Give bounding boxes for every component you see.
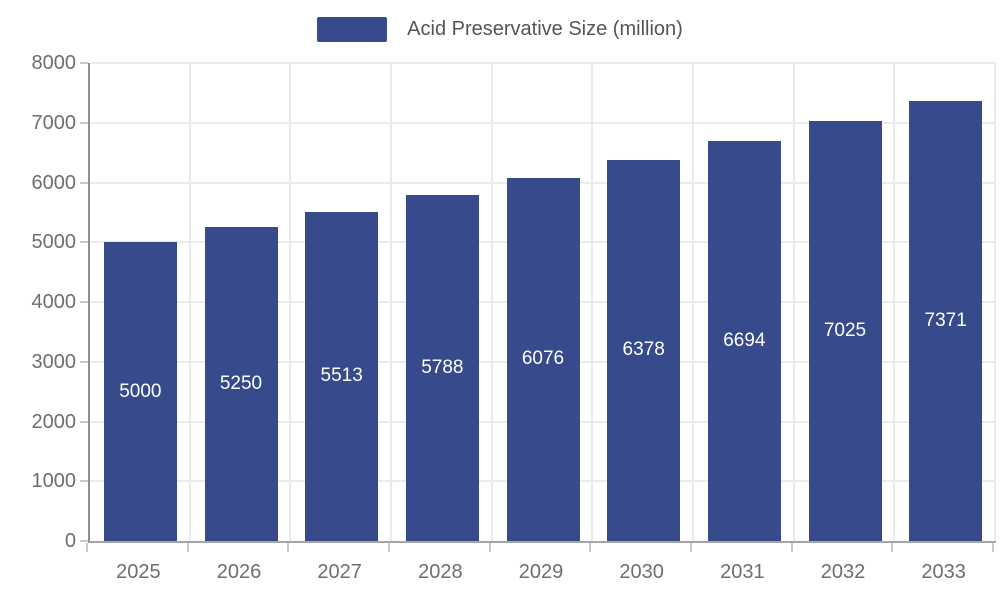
y-tick-label: 5000	[31, 231, 77, 254]
gridline-horizontal	[90, 121, 996, 124]
x-tick-mark	[790, 543, 793, 552]
bar-value-label: 5250	[219, 373, 263, 395]
x-tick-mark	[287, 543, 290, 552]
bar-2027: 5513	[305, 211, 379, 541]
bar-2025: 5000	[103, 242, 177, 541]
x-tick-label: 2030	[619, 561, 664, 583]
gridline-vertical	[490, 63, 493, 541]
bar-2028: 5788	[405, 195, 479, 541]
x-tick-label: 2031	[720, 561, 765, 583]
x-tick-mark	[690, 543, 692, 552]
x-tick-label: 2025	[116, 561, 161, 583]
bar-2030: 6378	[607, 159, 681, 541]
gridline-vertical	[591, 63, 594, 541]
bar-2031: 6694	[707, 141, 781, 541]
y-tick-label: 2000	[31, 410, 77, 433]
x-tick-mark	[891, 543, 894, 552]
y-tick-label: 7000	[31, 111, 77, 134]
x-tick-label: 2027	[317, 561, 362, 583]
bar-2032: 7025	[808, 121, 882, 541]
bar-value-label: 6076	[521, 348, 565, 370]
bar-value-label: 7371	[924, 309, 967, 331]
y-tick-label: 0	[64, 530, 76, 552]
legend-swatch	[317, 17, 388, 42]
bar-value-label: 5788	[421, 357, 464, 379]
bar-value-label: 6694	[723, 330, 766, 352]
gridline-horizontal	[90, 62, 996, 64]
y-tick-mark	[80, 360, 88, 363]
bar-2029: 6076	[506, 177, 580, 541]
y-tick-mark	[80, 420, 88, 423]
chart-legend: Acid Preservative Size (million)	[0, 17, 1000, 42]
gridline-vertical	[692, 63, 694, 541]
gridline-vertical	[390, 63, 392, 541]
legend-label: Acid Preservative Size (million)	[407, 18, 683, 40]
x-tick-mark	[992, 543, 994, 552]
bar-value-label: 6378	[622, 339, 665, 361]
bar-value-label: 5513	[320, 365, 363, 387]
x-tick-label: 2032	[820, 561, 866, 583]
bar-value-label: 5000	[119, 380, 162, 402]
gridline-vertical	[188, 63, 191, 541]
gridline-vertical	[289, 63, 292, 541]
y-tick-mark	[80, 181, 88, 184]
gridline-vertical	[994, 63, 996, 541]
x-tick-mark	[186, 543, 189, 552]
y-tick-label: 4000	[31, 291, 77, 313]
gridline-vertical	[893, 63, 896, 541]
y-tick-label: 3000	[31, 350, 77, 373]
bar-2033: 7371	[909, 100, 983, 541]
x-tick-label: 2026	[216, 561, 262, 583]
y-tick-label: 6000	[31, 171, 77, 194]
x-tick-mark	[488, 543, 491, 552]
gridline-vertical	[792, 63, 795, 541]
y-tick-mark	[80, 301, 88, 303]
bar-2026: 5250	[204, 227, 278, 541]
x-tick-label: 2033	[921, 561, 966, 583]
bar-value-label: 7025	[823, 320, 867, 342]
y-tick-label: 1000	[31, 470, 77, 493]
y-tick-label: 8000	[31, 52, 77, 74]
x-tick-label: 2029	[518, 561, 564, 583]
plot-area: 5000 5250 5513 5788 6076 6378 6694 7025 7371	[88, 62, 996, 543]
y-tick-mark	[80, 62, 88, 64]
y-tick-mark	[80, 121, 88, 124]
x-tick-mark	[86, 543, 88, 552]
x-tick-mark	[589, 543, 592, 552]
x-tick-label: 2028	[418, 561, 463, 583]
y-tick-mark	[80, 241, 88, 244]
y-tick-mark	[80, 540, 88, 542]
y-tick-mark	[80, 480, 88, 483]
x-tick-mark	[388, 543, 390, 552]
